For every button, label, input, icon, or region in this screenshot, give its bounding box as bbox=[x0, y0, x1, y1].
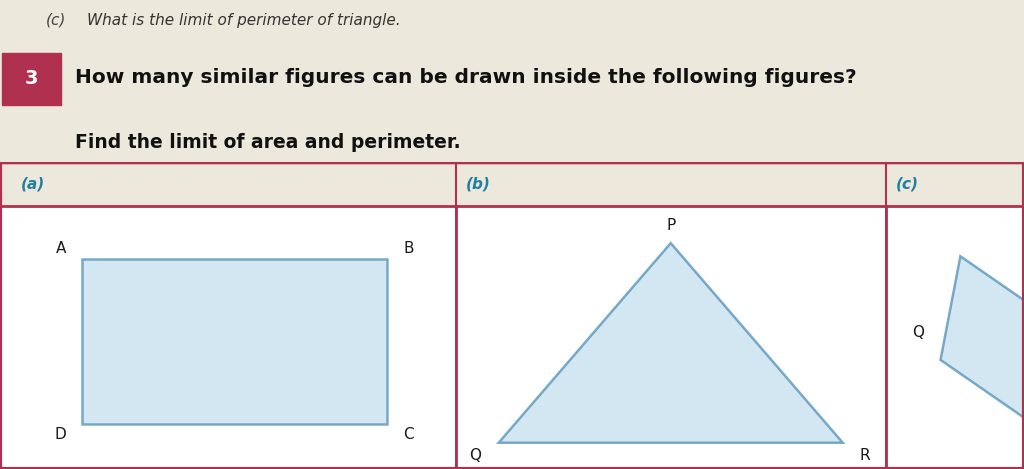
Text: (c): (c) bbox=[46, 13, 67, 28]
Text: (b): (b) bbox=[466, 177, 490, 191]
Text: How many similar figures can be drawn inside the following figures?: How many similar figures can be drawn in… bbox=[75, 68, 856, 87]
Text: C: C bbox=[403, 427, 414, 442]
Text: (a): (a) bbox=[20, 177, 45, 191]
Polygon shape bbox=[499, 243, 843, 443]
Text: R: R bbox=[860, 448, 870, 463]
Text: Find the limit of area and perimeter.: Find the limit of area and perimeter. bbox=[75, 133, 461, 151]
Text: Q: Q bbox=[912, 325, 925, 340]
FancyBboxPatch shape bbox=[2, 53, 61, 105]
Text: 3: 3 bbox=[25, 69, 39, 88]
Text: P: P bbox=[666, 218, 676, 233]
Text: (c): (c) bbox=[896, 177, 919, 191]
Text: Q: Q bbox=[469, 448, 481, 463]
Polygon shape bbox=[940, 256, 1024, 418]
Text: B: B bbox=[403, 241, 414, 256]
Polygon shape bbox=[82, 259, 387, 424]
Text: A: A bbox=[55, 241, 67, 256]
Text: What is the limit of perimeter of triangle.: What is the limit of perimeter of triang… bbox=[87, 13, 400, 28]
Text: D: D bbox=[54, 427, 67, 442]
